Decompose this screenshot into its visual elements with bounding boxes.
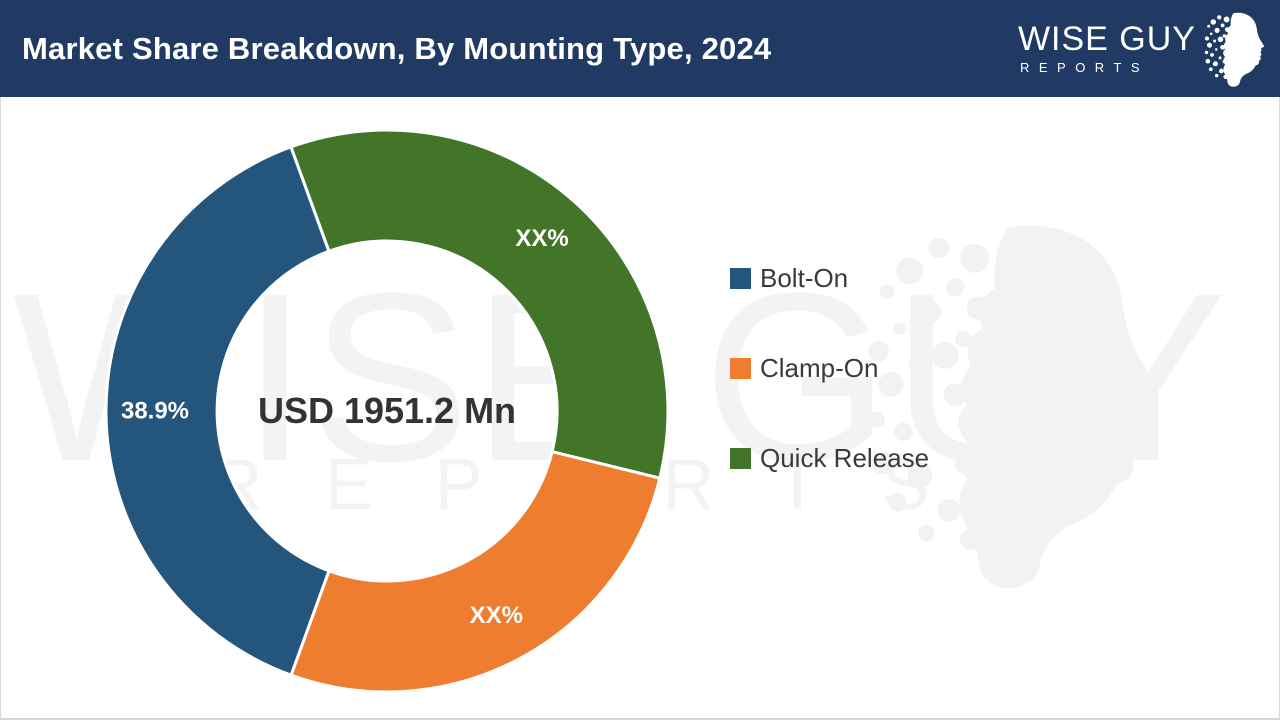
legend-item: Clamp-On [730, 353, 929, 383]
donut-slice-quick-release [289, 128, 670, 480]
legend-item: Quick Release [730, 443, 929, 473]
slice-value-label: XX% [470, 602, 523, 629]
logo-face-icon [1204, 12, 1264, 87]
legend-label: Quick Release [760, 443, 930, 473]
slice-value-label: XX% [515, 225, 568, 252]
legend-label: Clamp-On [760, 353, 879, 383]
wiseguy-logo: WISE GUY REPORTS [1018, 11, 1266, 87]
legend-label: Bolt-On [760, 263, 849, 293]
donut-slice-clamp-on [289, 450, 662, 694]
header-bar: Market Share Breakdown, By Mounting Type… [0, 0, 1280, 97]
watermark-face-icon [868, 225, 1158, 589]
logo-wordmark: WISE GUY [1017, 20, 1196, 58]
legend-item: Bolt-On [730, 263, 929, 293]
donut-center-value: USD 1951.2 Mn [257, 390, 517, 431]
donut-slice-bolt-on [104, 145, 331, 677]
legend-swatch [730, 267, 751, 289]
logo-text: WISE GUY REPORTS [1018, 22, 1196, 75]
slice-value-label: 38.9% [121, 398, 189, 425]
legend-swatch [730, 447, 751, 469]
chart-area: WISE GUY REPORTS XX%XX%38.9% USD 1951.2 … [0, 97, 1280, 720]
logo-subtitle: REPORTS [1019, 60, 1150, 75]
chart-legend: Bolt-On Clamp-On Quick Release [730, 263, 929, 533]
donut-chart: XX% XX% 38.9% [104, 128, 670, 694]
legend-swatch [730, 357, 751, 379]
page-title: Market Share Breakdown, By Mounting Type… [22, 30, 772, 66]
